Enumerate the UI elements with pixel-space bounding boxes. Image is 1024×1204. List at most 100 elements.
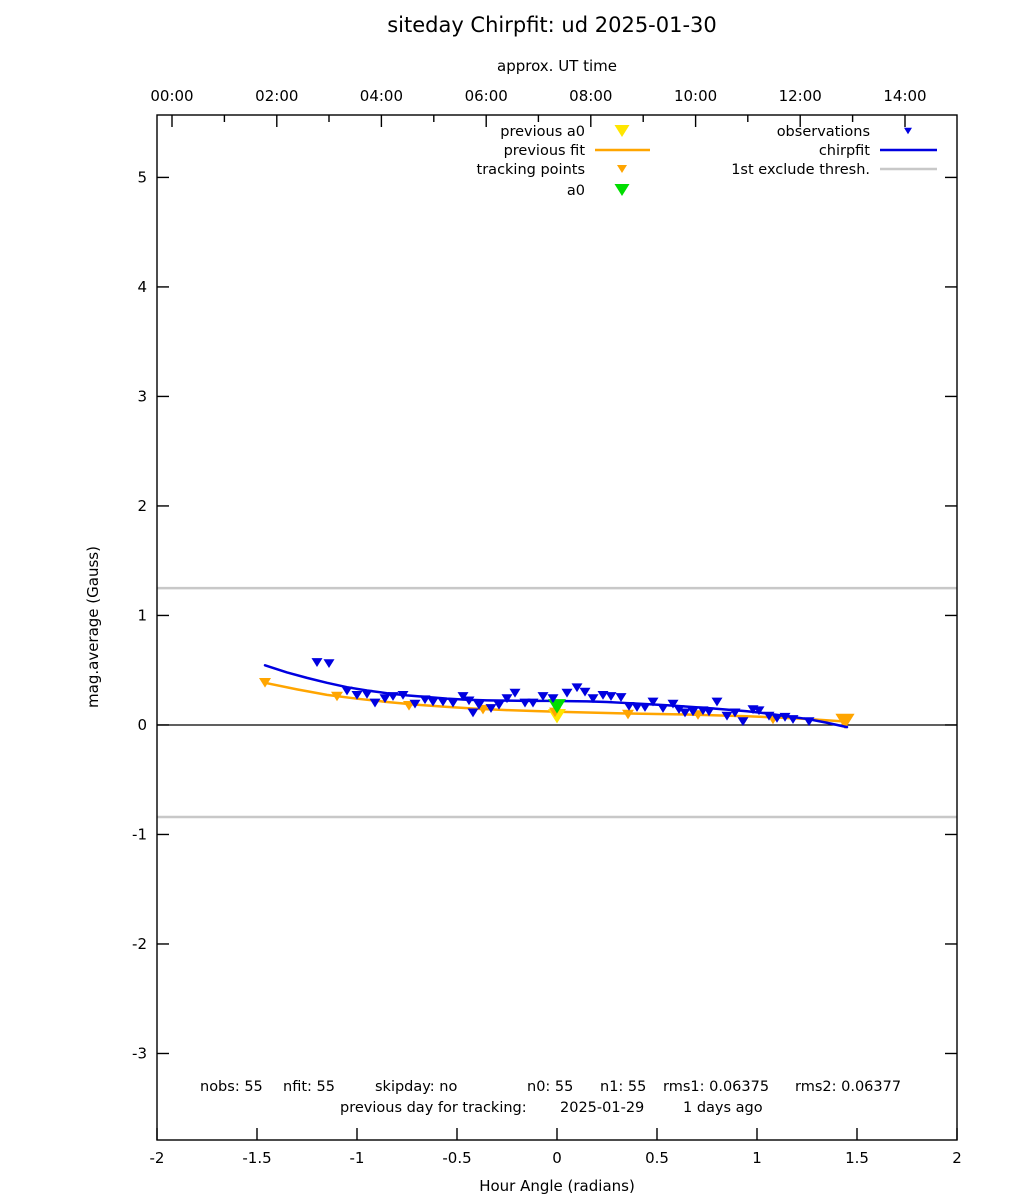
observations-point [687, 707, 699, 717]
stat-n0: n0: 55 [527, 1079, 573, 1095]
x-tick-label: 0.5 [645, 1149, 669, 1167]
observations-point [571, 683, 583, 693]
stat-rms1: rms1: 0.06375 [663, 1079, 769, 1095]
ut-time-tick-label: 04:00 [360, 87, 403, 105]
observations-point [561, 688, 573, 698]
observations-point [369, 698, 381, 708]
observations-point [721, 711, 733, 721]
observations-point [457, 692, 469, 701]
ut-time-tick-label: 08:00 [569, 87, 612, 105]
observations-point [737, 717, 749, 727]
x-tick-label: 2 [952, 1149, 962, 1167]
tracking-points-point [259, 678, 271, 688]
observations-point [537, 692, 549, 701]
data-series [259, 658, 855, 730]
legend-label: previous fit [504, 143, 586, 159]
legend-label: chirpfit [819, 143, 870, 159]
ut-time-tick-label: 02:00 [255, 87, 298, 105]
tracking-points-point [622, 709, 634, 720]
y-axis-label: mag.average (Gauss) [84, 546, 102, 708]
observations-point [787, 715, 799, 724]
a0-point [548, 699, 566, 714]
ut-time-tick-label: 06:00 [465, 87, 508, 105]
y-tick-label: 1 [137, 606, 147, 624]
stat-tracking-date: 2025-01-29 [560, 1100, 644, 1116]
legend-marker-triangle-big [614, 184, 630, 196]
observations-point [397, 690, 409, 700]
tracking-points-point [835, 713, 855, 730]
observations-point [597, 690, 609, 700]
observations-point [667, 699, 679, 709]
observations-point [473, 700, 485, 710]
stat-tracking-ago: 1 days ago [683, 1100, 763, 1116]
plot-frame [156, 114, 958, 1141]
observations-point [657, 704, 669, 713]
legend-label: previous a0 [500, 124, 585, 140]
legend-label: a0 [567, 183, 585, 199]
legend: previous a0 previous fit tracking points a0… [477, 124, 937, 199]
observations-point [447, 698, 459, 708]
observations-point [419, 695, 431, 705]
legend-marker-triangle-big [614, 125, 630, 137]
observations-point [579, 687, 591, 697]
observations-point [623, 701, 635, 711]
legend-marker-triangle-tiny [904, 127, 912, 135]
observations-point [467, 708, 479, 718]
x-tick-label: 0 [552, 1149, 562, 1167]
y-tick-label: 2 [137, 497, 147, 515]
observations-point [753, 706, 765, 716]
observations-point [803, 717, 815, 727]
observations-point [323, 659, 335, 669]
tracking-points-point [331, 691, 343, 702]
observations-point [509, 688, 521, 698]
observations-point [409, 699, 421, 709]
stat-nobs: nobs: 55 [200, 1079, 263, 1095]
observations-point [427, 697, 439, 707]
ut-time-tick-label: 00:00 [150, 87, 193, 105]
observations-point [711, 697, 723, 707]
stat-skipday: skipday: no [375, 1079, 457, 1095]
x-tick-label: -1.5 [242, 1149, 271, 1167]
x-tick-label: 1 [752, 1149, 762, 1167]
observations-point [351, 690, 363, 700]
observations-point [639, 703, 651, 712]
observations-point [615, 693, 627, 702]
stats-line-2: previous day for tracking: 2025-01-29 1 … [340, 1100, 763, 1116]
plot-border [156, 114, 958, 1141]
y-tick-label: 4 [137, 278, 147, 296]
observations-point [311, 658, 323, 667]
observations-point [729, 708, 741, 718]
observations-point [379, 694, 391, 704]
exclude-threshold-lines [157, 586, 957, 819]
observations-point [547, 694, 559, 704]
observations-point [519, 698, 531, 708]
legend-label: tracking points [477, 162, 585, 178]
axis-ticks [156, 115, 958, 1140]
top-axis-label: approx. UT time [497, 57, 617, 75]
observations-point [501, 694, 513, 704]
observations-point [587, 694, 599, 704]
observations-point [703, 707, 715, 717]
legend-label: 1st exclude thresh. [731, 162, 870, 178]
stat-n1: n1: 55 [600, 1079, 646, 1095]
plot-title: siteday Chirpfit: ud 2025-01-30 [387, 13, 717, 37]
y-tick-label: 0 [137, 716, 147, 734]
observations-point [647, 697, 659, 707]
observations-point [437, 697, 449, 707]
y-tick-label: 5 [137, 168, 147, 186]
stat-rms2: rms2: 0.06377 [795, 1079, 901, 1095]
observations-point [631, 703, 643, 712]
axis-tick-labels: -2 -1.5 -1 -0.5 0 0.5 1 1.5 2 -3 -2 -1 0 1 2 3 4 5 00:00 02… [132, 87, 962, 1167]
observations-point [463, 696, 475, 706]
legend-marker-triangle-small [617, 165, 627, 173]
y-tick-label: -2 [132, 935, 147, 953]
observations-point [361, 689, 373, 699]
observations-point [387, 692, 399, 701]
ut-time-tick-label: 10:00 [674, 87, 717, 105]
stat-nfit: nfit: 55 [283, 1079, 335, 1095]
x-tick-label: -0.5 [442, 1149, 471, 1167]
x-tick-label: -2 [150, 1149, 165, 1167]
ut-time-tick-label: 14:00 [883, 87, 926, 105]
